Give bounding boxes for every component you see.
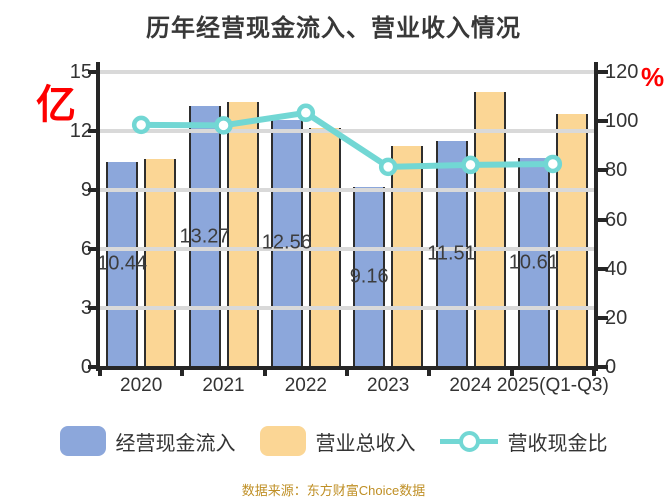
x-axis-label: 2025(Q1-Q3) xyxy=(496,375,609,396)
revenue-bar xyxy=(391,145,424,367)
left-axis-tick-label: 12 xyxy=(69,120,92,142)
right-axis-tick xyxy=(598,266,608,271)
revenue-bar xyxy=(473,91,506,367)
right-axis-tick-label: 40 xyxy=(605,257,628,280)
left-axis-tick-label: 6 xyxy=(80,238,92,260)
left-axis-unit-label: 亿 xyxy=(36,83,76,127)
right-axis-tick-label: 120 xyxy=(605,61,639,83)
revenue-bar xyxy=(555,114,588,367)
source-caption: 数据来源：东方财富Choice数据 xyxy=(241,483,426,498)
cash-inflow-bar xyxy=(435,140,468,367)
left-axis-tick xyxy=(88,365,98,369)
cash-inflow-bar xyxy=(106,161,139,367)
legend-item-revenue: 营业总收入 xyxy=(259,426,416,456)
gridline xyxy=(100,70,594,74)
revenue-swatch xyxy=(259,426,306,456)
legend-item-ratio: 营收现金比 xyxy=(439,426,608,456)
gridline xyxy=(100,129,594,133)
right-axis-tick-label: 0 xyxy=(605,356,617,378)
legend-label-ratio: 营收现金比 xyxy=(507,432,608,455)
right-axis-tick-label: 20 xyxy=(605,306,628,329)
cash-inflow-bar xyxy=(270,119,303,367)
right-axis-tick xyxy=(598,70,608,74)
left-axis-tick-label: 9 xyxy=(80,179,92,201)
bar-value-label: 12.56 xyxy=(261,231,312,254)
x-axis-label: 2021 xyxy=(202,375,245,396)
ratio-marker xyxy=(543,154,563,174)
left-axis-tick-label: 0 xyxy=(80,356,92,378)
right-axis-tick xyxy=(598,365,608,369)
revenue-bar xyxy=(226,101,259,367)
left-axis-tick xyxy=(88,247,98,251)
ratio-marker xyxy=(378,157,398,177)
x-axis-label: 2024 xyxy=(449,375,492,396)
x-axis-tick xyxy=(180,367,185,376)
left-axis-tick xyxy=(88,188,98,192)
x-axis-label: 2022 xyxy=(284,375,327,396)
bar-value-label: 10.61 xyxy=(508,251,559,274)
x-axis-label: 2020 xyxy=(120,375,163,396)
left-axis-tick xyxy=(88,129,98,133)
ratio-line-swatch xyxy=(439,426,498,456)
legend-item-cash-inflow: 经营现金流入 xyxy=(59,426,236,456)
right-axis-tick xyxy=(598,315,608,320)
left-axis-line xyxy=(96,62,100,371)
chart-title: 历年经营现金流入、营业收入情况 xyxy=(146,15,521,42)
right-axis-tick-label: 80 xyxy=(605,159,628,182)
bar-value-label: 11.51 xyxy=(427,242,476,265)
bar-value-label: 13.27 xyxy=(179,225,230,247)
right-axis-tick xyxy=(598,217,608,222)
cash-inflow-bar xyxy=(517,158,550,367)
left-axis-tick xyxy=(88,70,98,74)
cash-inflow-swatch xyxy=(59,426,106,456)
left-axis-tick-label: 3 xyxy=(80,297,92,319)
revenue-bar xyxy=(144,158,177,367)
ratio-line-marker-icon xyxy=(458,431,480,452)
gridline xyxy=(100,188,594,192)
x-axis-tick xyxy=(262,367,267,376)
ratio-marker xyxy=(296,103,316,123)
legend-label-revenue: 营业总收入 xyxy=(315,432,416,455)
bar-value-label: 10.44 xyxy=(97,252,148,275)
ratio-marker xyxy=(214,116,233,135)
gridline xyxy=(100,247,594,251)
cash-inflow-bar xyxy=(353,186,386,367)
bar-value-label: 9.16 xyxy=(349,265,389,288)
legend: 经营现金流入 营业总收入 营收现金比 xyxy=(0,426,667,456)
cash-inflow-bar xyxy=(188,106,221,367)
x-axis-tick xyxy=(345,367,349,376)
gridline xyxy=(100,306,594,310)
x-axis-tick xyxy=(509,367,514,376)
right-axis-line xyxy=(594,62,598,371)
left-axis-tick-label: 15 xyxy=(69,61,92,83)
ratio-line xyxy=(141,109,553,170)
right-axis-tick xyxy=(598,119,608,124)
right-axis-unit-label: % xyxy=(641,62,665,92)
x-axis-label: 2023 xyxy=(367,375,410,396)
left-axis-tick xyxy=(88,306,98,310)
ratio-marker xyxy=(461,155,480,175)
x-axis-tick xyxy=(427,367,432,376)
x-axis-tick xyxy=(98,367,102,376)
right-axis-tick xyxy=(598,168,608,173)
legend-label-cash-inflow: 经营现金流入 xyxy=(115,432,236,455)
right-axis-tick-label: 60 xyxy=(605,208,628,231)
x-axis-tick xyxy=(592,367,596,376)
right-axis-tick-label: 100 xyxy=(605,110,639,133)
ratio-marker xyxy=(131,115,151,135)
